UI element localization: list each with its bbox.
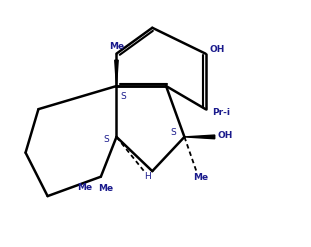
- Text: OH: OH: [218, 131, 233, 140]
- Text: S: S: [121, 92, 127, 101]
- Text: Me: Me: [77, 183, 93, 192]
- Text: S: S: [170, 128, 176, 137]
- Text: Me: Me: [109, 42, 124, 51]
- Text: H: H: [144, 172, 151, 181]
- Text: Me: Me: [99, 184, 114, 193]
- Polygon shape: [115, 60, 118, 86]
- Text: S: S: [104, 135, 109, 144]
- Text: Me: Me: [193, 173, 208, 182]
- Text: Pr-i: Pr-i: [212, 107, 230, 117]
- Text: OH: OH: [210, 45, 225, 54]
- Polygon shape: [184, 135, 215, 139]
